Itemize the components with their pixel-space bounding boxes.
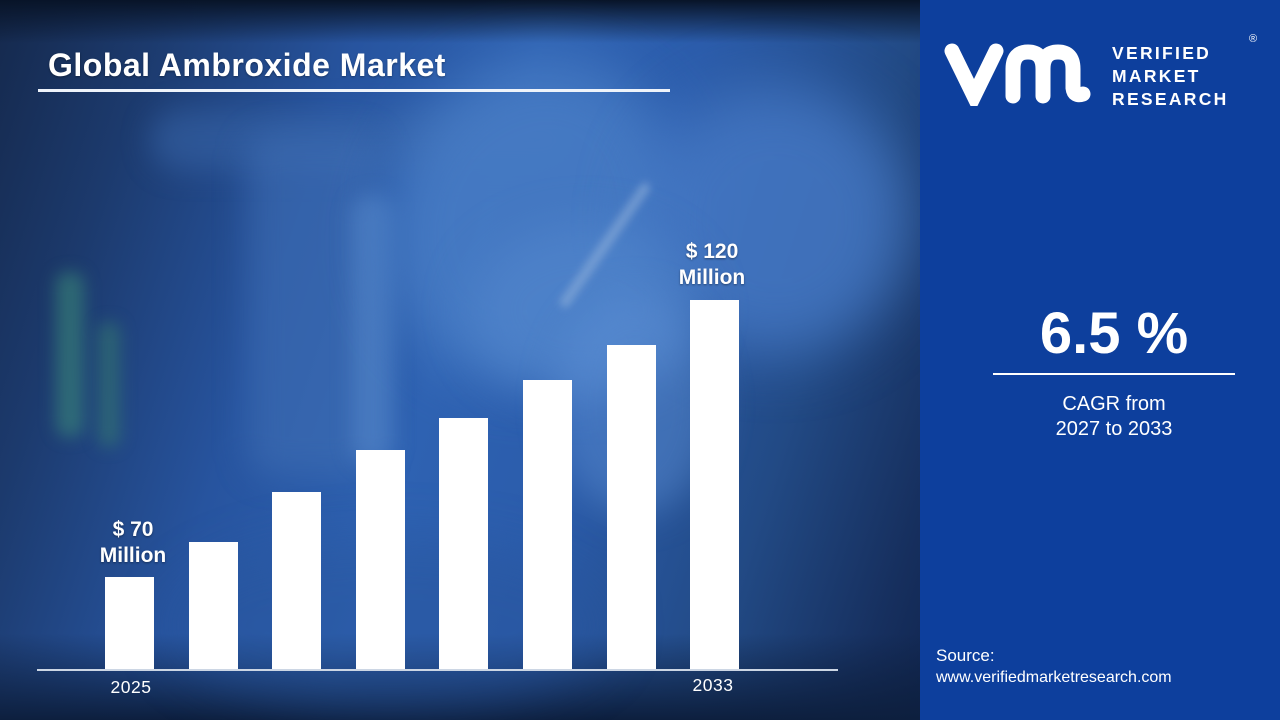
brand-name-line2: MARKET [1112,66,1201,86]
x-axis-line [37,669,838,671]
title-underline [38,89,670,92]
bar-2 [189,542,238,670]
brand-panel [920,0,1280,720]
source-block: Source: www.verifiedmarketresearch.com [936,645,1172,689]
first-bar-value-line1: $ 70 [112,518,154,541]
green-vial-shape-2 [98,322,120,447]
first-bar-value-label: $ 70 Million [68,517,198,569]
gloved-fingers-shape [470,225,700,395]
cagr-caption-line1: CAGR from [1062,393,1166,415]
source-label: Source: [936,646,995,665]
cagr-block: 6.5 % CAGR from 2027 to 2033 [993,304,1235,444]
bar-8 [690,300,739,670]
vmr-logo-icon [944,43,1091,106]
x-tick-2033: 2033 [692,675,734,695]
brand-name-line3: RESEARCH [1112,89,1229,109]
test-tubes-shape [248,135,378,475]
last-bar-value-label: $ 120 Million [647,239,777,291]
bar-5 [439,418,488,670]
x-tick-2025: 2025 [110,677,152,697]
page-title: Global Ambroxide Market [48,47,446,83]
cagr-value: 6.5 % [1039,301,1189,366]
bar-6 [523,380,572,670]
bar-1 [105,577,154,670]
bar-4 [356,450,405,670]
brand-name: VERIFIED MARKET RESEARCH [1112,42,1229,111]
first-bar-value-line2: Million [99,544,167,567]
brand-name-line1: VERIFIED [1112,43,1212,63]
source-url: www.verifiedmarketresearch.com [936,669,1172,686]
last-bar-value-line2: Million [678,266,746,289]
cagr-caption-line2: 2027 to 2033 [1055,418,1173,440]
green-vial-shape [56,272,84,437]
cagr-underline [993,373,1235,375]
bar-3 [272,492,321,670]
registered-trademark-icon: ® [1249,33,1258,45]
bar-7 [607,345,656,670]
last-bar-value-line1: $ 120 [685,240,739,263]
